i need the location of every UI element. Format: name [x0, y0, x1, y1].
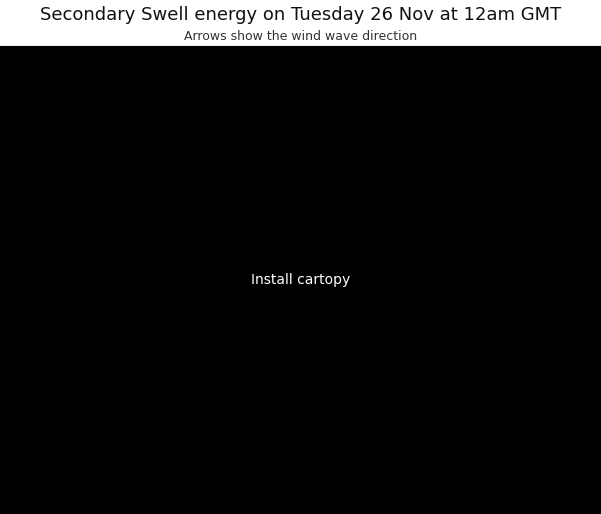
Text: Arrows show the wind wave direction: Arrows show the wind wave direction	[184, 30, 417, 43]
Text: Secondary Swell energy on Tuesday 26 Nov at 12am GMT: Secondary Swell energy on Tuesday 26 Nov…	[40, 6, 561, 24]
Text: Install cartopy: Install cartopy	[251, 273, 350, 287]
